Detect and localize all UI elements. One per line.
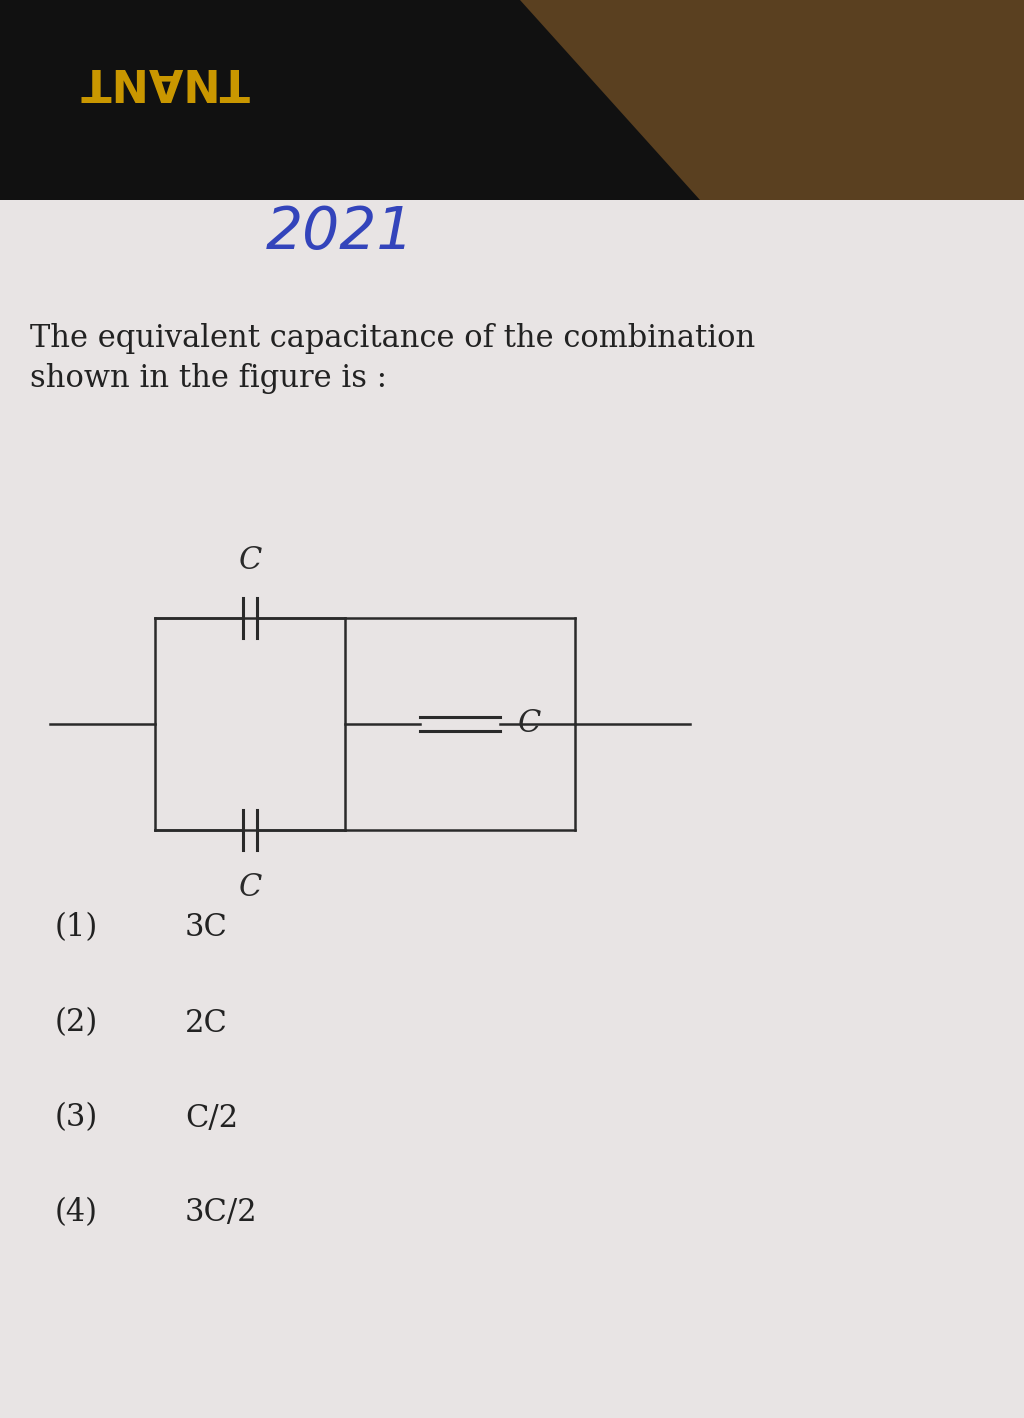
- Text: 2021: 2021: [266, 204, 415, 261]
- Text: C/2: C/2: [185, 1103, 239, 1133]
- Text: C: C: [239, 872, 262, 903]
- Text: (4): (4): [55, 1197, 98, 1228]
- Text: TNANT: TNANT: [80, 58, 250, 102]
- Polygon shape: [520, 0, 1024, 200]
- Text: (1): (1): [55, 913, 98, 943]
- Text: 3C: 3C: [185, 913, 228, 943]
- Text: (3): (3): [55, 1103, 98, 1133]
- Text: (2): (2): [55, 1008, 98, 1038]
- Text: shown in the figure is :: shown in the figure is :: [30, 363, 387, 394]
- Text: The equivalent capacitance of the combination: The equivalent capacitance of the combin…: [30, 323, 756, 354]
- Text: C: C: [239, 545, 262, 576]
- Text: 3C/2: 3C/2: [185, 1197, 258, 1228]
- Text: 2C: 2C: [185, 1008, 228, 1038]
- Bar: [0, 0, 1024, 200]
- Text: C: C: [518, 709, 542, 740]
